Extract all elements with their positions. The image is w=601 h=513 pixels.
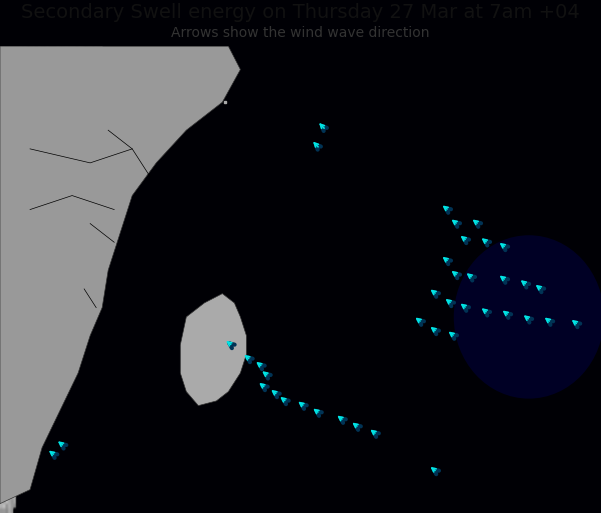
Polygon shape (180, 293, 246, 406)
Polygon shape (0, 46, 240, 504)
Text: Arrows show the wind wave direction: Arrows show the wind wave direction (171, 26, 430, 40)
Ellipse shape (454, 235, 601, 399)
Text: Secondary Swell energy on Thursday 27 Mar at 7am +04: Secondary Swell energy on Thursday 27 Ma… (21, 4, 580, 23)
